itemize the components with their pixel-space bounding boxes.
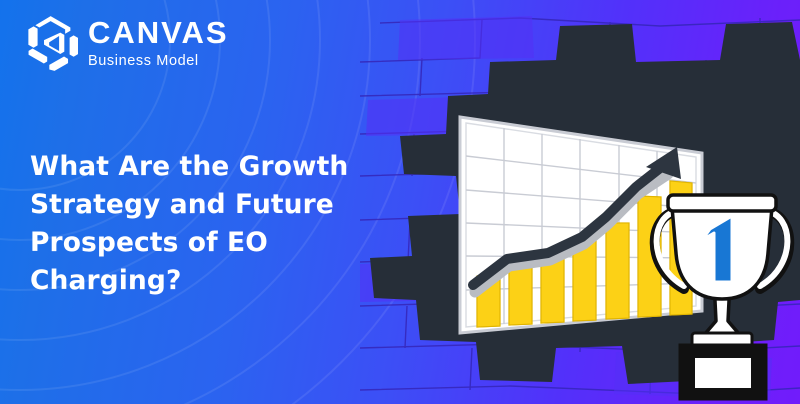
- chart-trend-arrow: [468, 160, 669, 290]
- trophy-base-plaque: [693, 356, 753, 390]
- trophy-illustration: [649, 193, 795, 401]
- headline-line-2: Strategy and Future: [30, 189, 334, 220]
- canvas-logo-title: CANVAS: [88, 15, 229, 51]
- trophy-rim: [666, 193, 778, 213]
- headline-line-3: Prospects of EO: [30, 227, 268, 258]
- page-title: What Are the Growth Strategy and Future …: [30, 148, 380, 300]
- canvas-logo-subtitle: Business Model: [88, 53, 199, 70]
- canvas-logo-text: CANVAS Business Model: [88, 17, 229, 69]
- chart-trend-arrowhead: [646, 147, 681, 179]
- chart-trend-arrow-shadow: [469, 168, 674, 298]
- headline-line-1: What Are the Growth: [30, 151, 349, 182]
- headline-line-4: Charging?: [30, 265, 182, 296]
- canvas-hexagon-pinwheel-icon: [28, 16, 78, 71]
- trophy-number-one: [700, 214, 734, 284]
- canvas-logo[interactable]: CANVAS Business Model: [24, 14, 229, 72]
